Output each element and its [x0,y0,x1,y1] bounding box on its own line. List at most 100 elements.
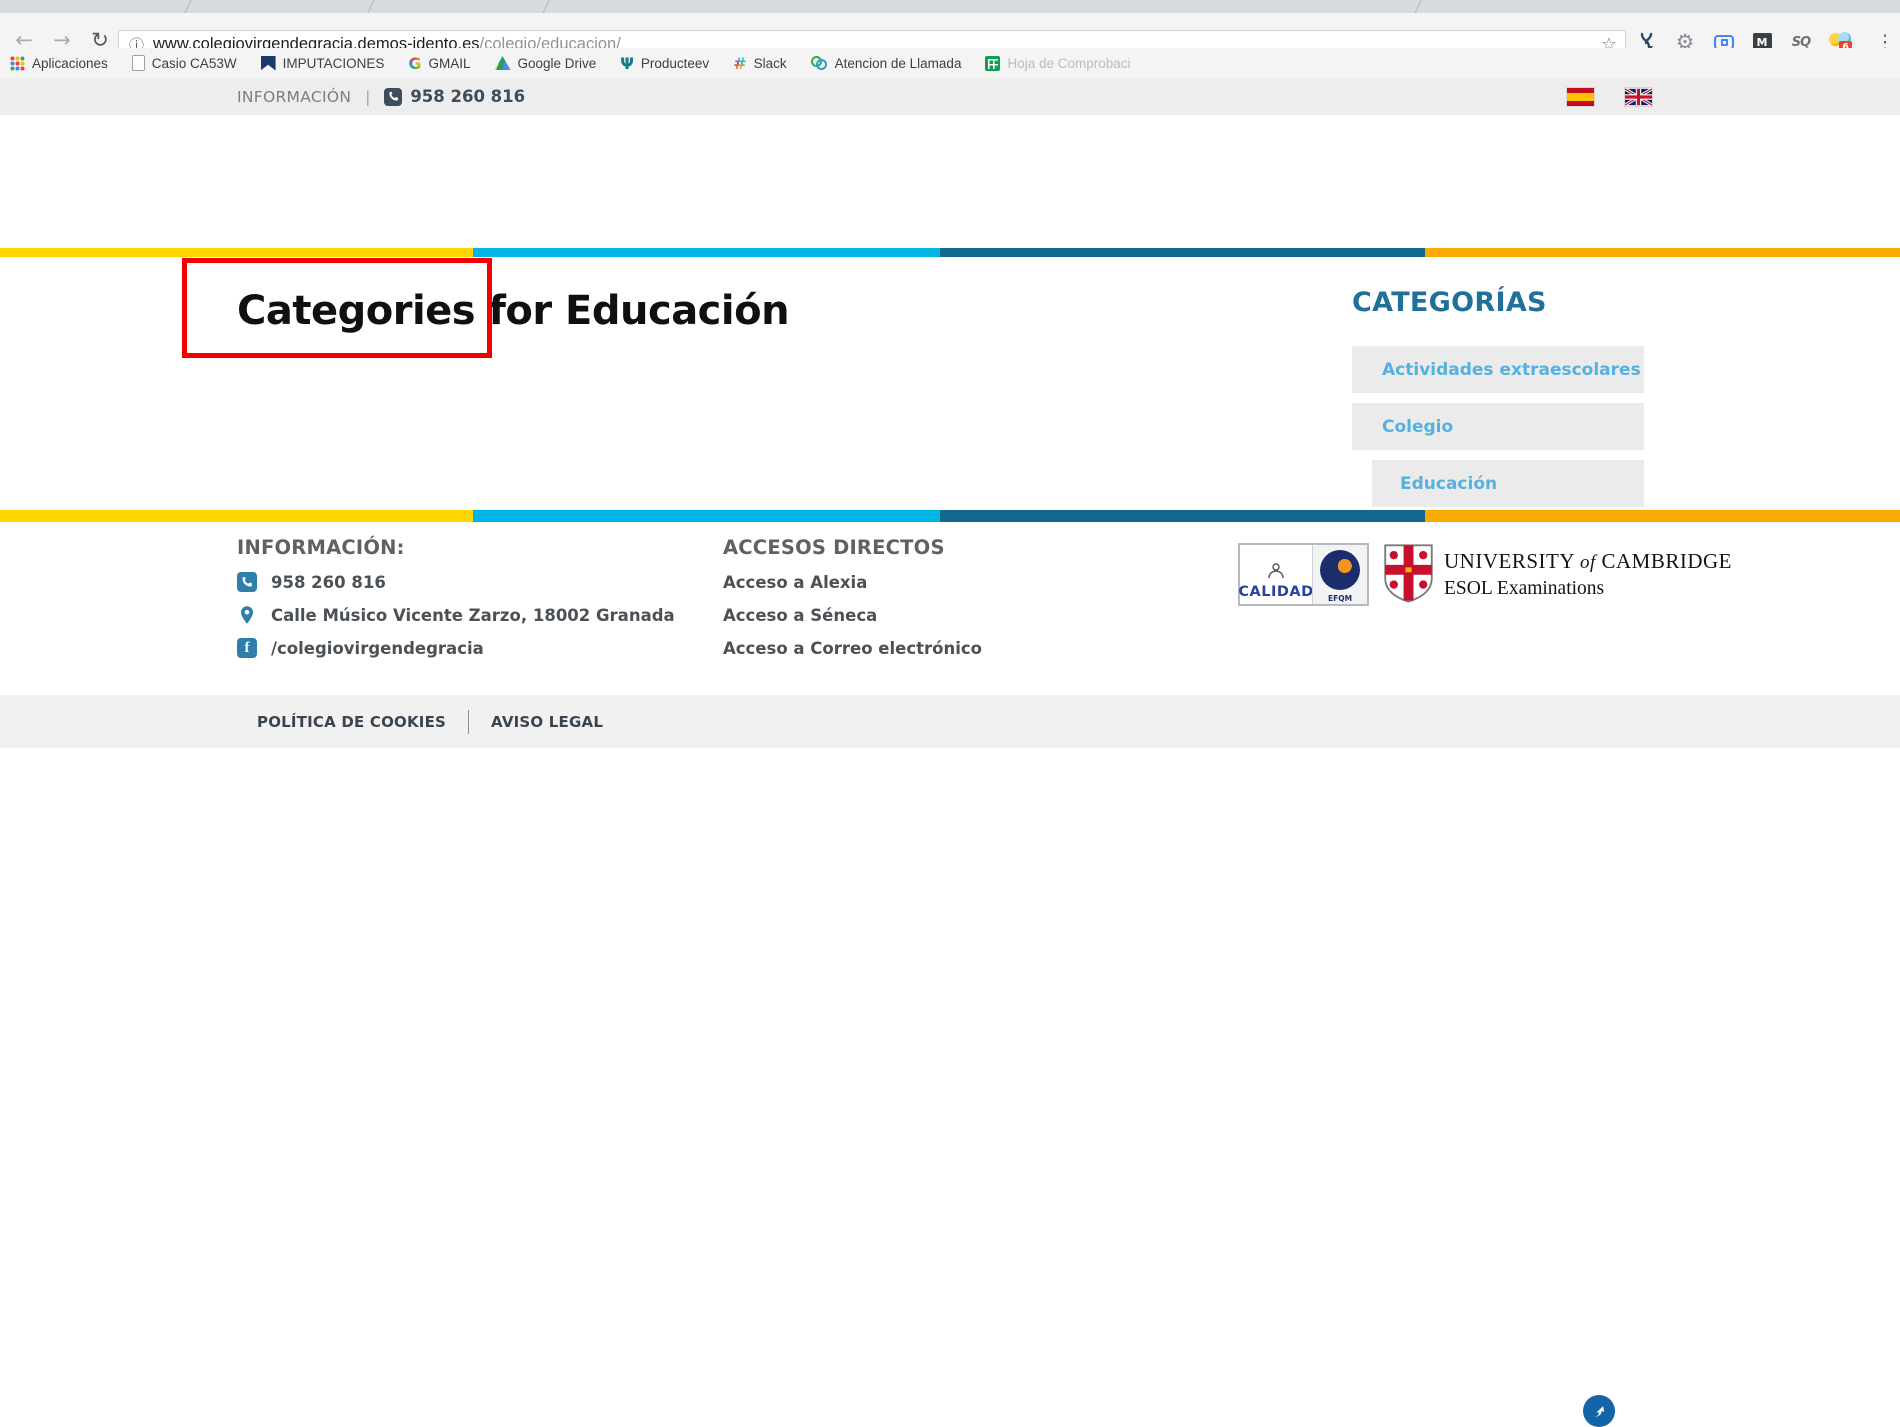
cambridge-line2: ESOL Examinations [1444,578,1605,599]
spanish-flag-icon[interactable] [1567,88,1594,106]
spreadsheet-icon [985,55,1001,71]
bookmark-hoja[interactable]: Hoja de Comprobaci [985,55,1131,71]
stripe-cyan [473,510,940,522]
stripe-teal [940,510,1425,522]
browser-toolbar: ← → ↻ ⓘ www.colegiovirgendegracia.demos-… [0,13,1900,58]
calidad-efqm-logo: CALIDAD EFQM [1238,543,1369,606]
category-item-educacion[interactable]: Educación [1372,460,1644,507]
bookmark-label: Slack [753,55,787,71]
tab-edge [541,0,551,13]
tab-edge [1413,0,1423,13]
bookmark-apps[interactable]: Aplicaciones [10,56,108,71]
bookmark-label: Casio CA53W [151,55,237,71]
stripe-yellow [0,510,473,522]
bookmark-label: Aplicaciones [32,55,108,71]
sq-glyph: SQ [1791,34,1811,50]
bookmark-atencion[interactable]: Atencion de Llamada [810,55,962,71]
link-acceso-seneca[interactable]: Acceso a Séneca [723,606,878,625]
rings-icon [810,55,828,71]
bookmark-label: IMPUTACIONES [282,55,385,71]
category-label: Colegio [1382,416,1454,437]
google-drive-icon [494,56,511,70]
cambridge-of: of [1579,552,1596,573]
phone-icon [384,87,403,106]
category-item-actividades[interactable]: Actividades extraescolares [1352,346,1644,393]
footer-accesos-title: ACCESOS DIRECTOS [723,536,945,559]
footer-info-title: INFORMACIÓN: [237,536,405,559]
bookmark-gmail[interactable]: G GMAIL [408,54,470,73]
tab-edge [183,0,193,13]
link-acceso-alexia[interactable]: Acceso a Alexia [723,573,868,592]
lightbulbs-extension-icon[interactable]: 6 [1828,29,1854,55]
link-acceso-correo[interactable]: Acceso a Correo electrónico [723,639,982,658]
category-label: Educación [1400,473,1498,494]
google-g-icon: G [408,53,422,73]
site-footer [0,522,1900,695]
stripe-cyan [473,248,940,257]
category-label: Actividades extraescolares [1382,359,1641,380]
footer-phone-number: 958 260 816 [271,572,386,592]
calidad-emblem-icon [1265,560,1287,584]
stripe-amber [1425,248,1900,257]
divider-stripe-bottom [0,510,1900,522]
footer-address: Calle Músico Vicente Zarzo, 18002 Granad… [271,605,675,625]
footer-facebook-row[interactable]: f /colegiovirgendegracia [237,638,675,658]
footer-address-row: Calle Músico Vicente Zarzo, 18002 Granad… [237,605,675,625]
efqm-label: EFQM [1327,594,1353,603]
topbar-phone-link[interactable]: 958 260 816 [384,87,525,106]
overflow-menu-icon[interactable]: ⋮ [1875,31,1895,53]
topbar-phone-number: 958 260 816 [410,87,526,106]
categories-sidebar-title: CATEGORÍAS [1352,287,1547,318]
m-extension-icon[interactable]: M [1749,29,1775,55]
site-header: Colegio Virgen de Gracia COLEGIO DIOCESA… [0,115,1900,361]
bookmark-label: Hoja de Comprobaci [1007,55,1131,71]
bookmark-label: Producteev [640,55,710,71]
page-icon [131,55,145,71]
idento-logo-button[interactable] [1583,1395,1615,1427]
sq-extension-icon[interactable]: SQ [1788,29,1814,55]
stripe-amber [1425,510,1900,522]
slack-icon: # [733,53,747,73]
footer-phone-row[interactable]: 958 260 816 [237,572,675,592]
cambridge-line1c: CAMBRIDGE [1601,549,1733,573]
tab-edge [366,0,376,13]
bookmark-casio[interactable]: Casio CA53W [131,55,237,71]
cambridge-esol-logo: UNIVERSITY of CAMBRIDGE ESOL Examination… [1384,544,1732,603]
uk-flag-icon[interactable] [1624,87,1653,107]
bookmark-imputaciones[interactable]: IMPUTACIONES [260,55,385,71]
bookmark-label: GMAIL [428,55,471,71]
flag-bookmark-icon [260,55,276,71]
legal-separator [468,709,470,734]
topbar-separator: | [365,87,371,106]
bookmark-slack[interactable]: # Slack [733,54,786,73]
producteev-icon: Ψ [620,53,634,73]
divider-stripe-top [0,248,1900,257]
idento-bird-icon [1594,1406,1605,1417]
bookmark-label: Atencion de Llamada [834,55,962,71]
site-top-bar: INFORMACIÓN | 958 260 816 [0,78,1900,115]
topbar-info-label: INFORMACIÓN [237,87,352,106]
efqm-emblem: EFQM [1312,545,1367,604]
facebook-icon: f [237,638,257,658]
bookmark-label: Google Drive [517,55,597,71]
reload-icon[interactable]: ↻ [91,28,109,52]
location-pin-icon [237,605,257,625]
legal-bar: POLÍTICA DE COOKIES AVISO LEGAL [0,695,1900,1427]
page-title: Categories for Educación [237,288,790,334]
stripe-teal [940,248,1425,257]
stripe-yellow [0,248,473,257]
back-icon[interactable]: ← [15,28,33,52]
forward-icon[interactable]: → [53,28,71,52]
cambridge-line1: UNIVERSITY [1444,549,1575,573]
bookmarks-bar: Aplicaciones Casio CA53W IMPUTACIONES G … [0,48,1900,78]
browser-tab-strip [0,0,1900,13]
aviso-legal-link[interactable]: AVISO LEGAL [491,712,604,731]
cookies-policy-link[interactable]: POLÍTICA DE COOKIES [257,712,447,731]
category-item-colegio[interactable]: Colegio [1352,403,1644,450]
bookmark-producteev[interactable]: Ψ Producteev [620,54,709,73]
phone-icon [237,572,257,592]
calidad-label: CALIDAD [1238,584,1314,600]
efqm-circle-icon [1320,550,1360,590]
bookmark-drive[interactable]: Google Drive [494,55,597,71]
m-glyph: M [1752,32,1772,52]
